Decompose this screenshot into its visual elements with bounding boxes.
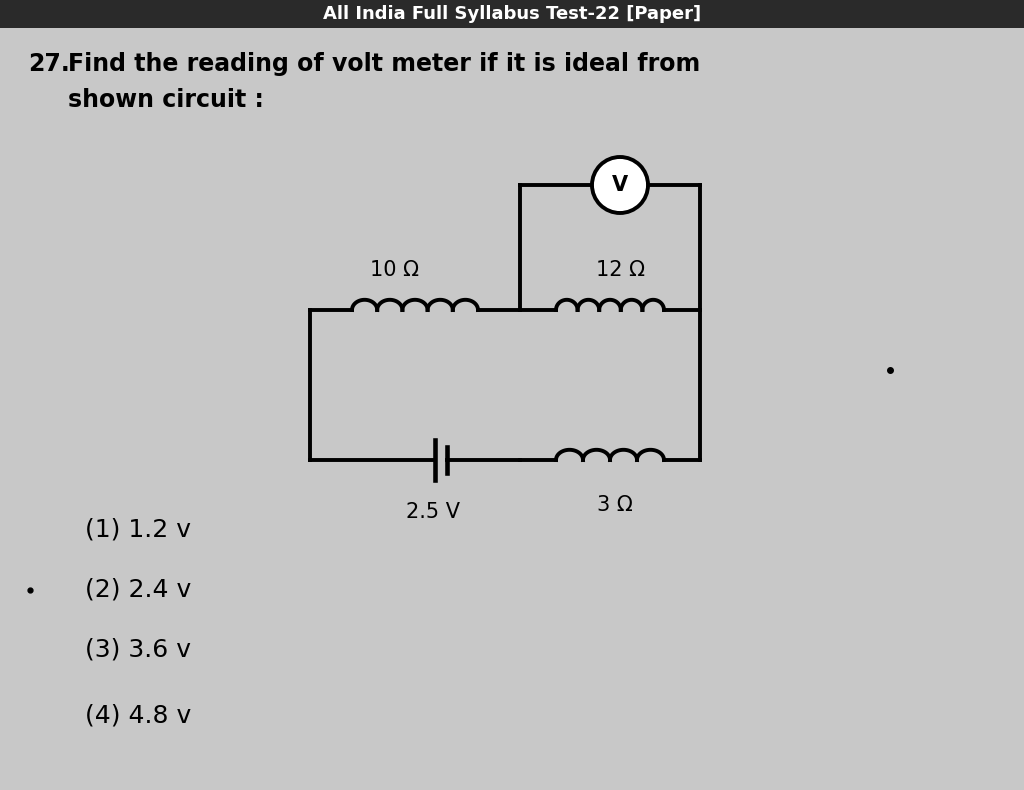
Text: 27.: 27. bbox=[28, 52, 70, 76]
Text: (3) 3.6 v: (3) 3.6 v bbox=[85, 638, 191, 662]
Text: (1) 1.2 v: (1) 1.2 v bbox=[85, 518, 191, 542]
Text: 12 Ω: 12 Ω bbox=[596, 260, 644, 280]
Text: Find the reading of volt meter if it is ideal from: Find the reading of volt meter if it is … bbox=[68, 52, 700, 76]
Circle shape bbox=[592, 157, 648, 213]
Text: 10 Ω: 10 Ω bbox=[371, 260, 420, 280]
Text: V: V bbox=[612, 175, 628, 195]
Text: (4) 4.8 v: (4) 4.8 v bbox=[85, 703, 191, 727]
Text: (2) 2.4 v: (2) 2.4 v bbox=[85, 578, 191, 602]
Text: 3 Ω: 3 Ω bbox=[597, 495, 633, 515]
Text: All India Full Syllabus Test-22 [Paper]: All India Full Syllabus Test-22 [Paper] bbox=[323, 5, 701, 23]
FancyBboxPatch shape bbox=[0, 0, 1024, 28]
Text: shown circuit :: shown circuit : bbox=[68, 88, 264, 112]
Text: 2.5 V: 2.5 V bbox=[406, 502, 460, 522]
